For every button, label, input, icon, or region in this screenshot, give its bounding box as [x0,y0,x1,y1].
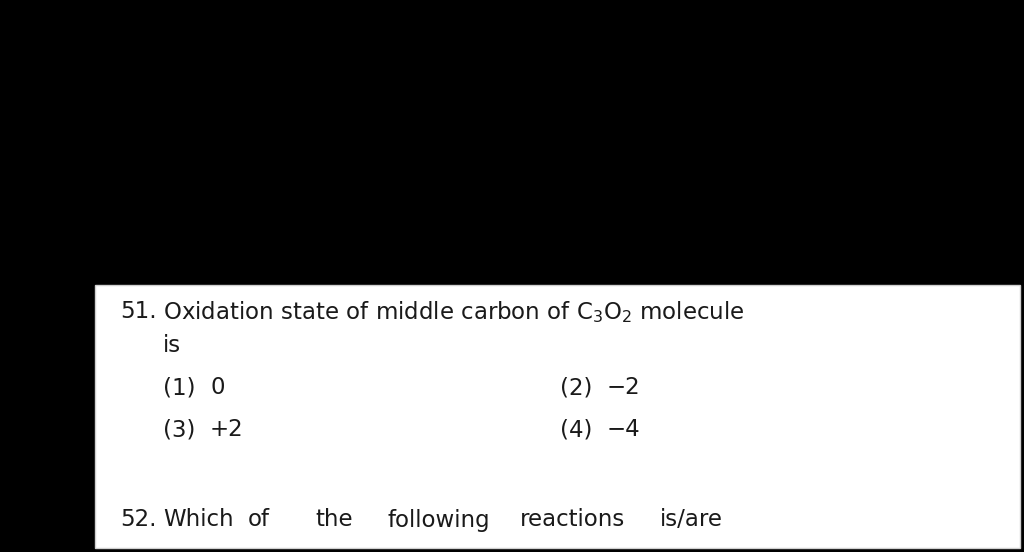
Text: 0: 0 [210,376,224,400]
Text: 51.: 51. [120,300,157,323]
Text: following: following [388,508,490,532]
Text: is: is [163,333,181,357]
Text: (2): (2) [560,376,592,400]
Text: Oxidation state of middle carbon of $\mathregular{C_3O_2}$ molecule: Oxidation state of middle carbon of $\ma… [163,299,744,325]
Text: Which: Which [163,508,233,532]
Text: of: of [248,508,270,532]
Text: −2: −2 [607,376,641,400]
Bar [95,285,1020,548]
Text: (4): (4) [560,418,592,442]
Text: reactions: reactions [520,508,626,532]
Text: −4: −4 [607,418,641,442]
Text: +2: +2 [210,418,244,442]
Text: (1): (1) [163,376,196,400]
Text: (3): (3) [163,418,196,442]
Text: 52.: 52. [120,508,157,532]
Text: is/are: is/are [660,508,723,532]
Text: the: the [315,508,352,532]
